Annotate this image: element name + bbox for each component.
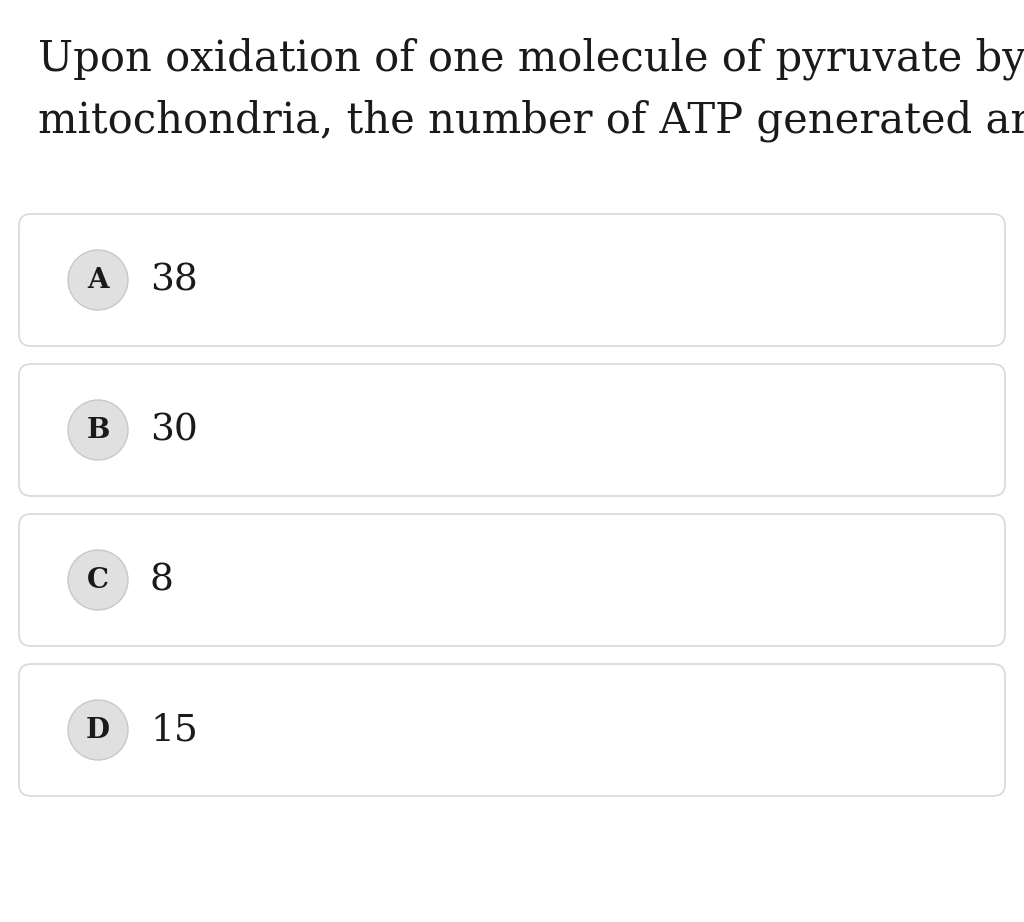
Circle shape bbox=[68, 250, 128, 310]
FancyBboxPatch shape bbox=[19, 514, 1005, 646]
FancyBboxPatch shape bbox=[19, 664, 1005, 796]
Text: B: B bbox=[86, 417, 110, 443]
Text: D: D bbox=[86, 716, 110, 743]
FancyBboxPatch shape bbox=[19, 364, 1005, 496]
Text: C: C bbox=[87, 566, 109, 594]
Text: Upon oxidation of one molecule of pyruvate by: Upon oxidation of one molecule of pyruva… bbox=[38, 38, 1024, 80]
Text: A: A bbox=[87, 266, 109, 293]
Text: 30: 30 bbox=[150, 412, 198, 448]
Circle shape bbox=[68, 700, 128, 760]
Circle shape bbox=[68, 550, 128, 610]
Circle shape bbox=[68, 400, 128, 460]
FancyBboxPatch shape bbox=[19, 214, 1005, 346]
Text: mitochondria, the number of ATP generated are: mitochondria, the number of ATP generate… bbox=[38, 100, 1024, 143]
Text: 38: 38 bbox=[150, 262, 198, 298]
Text: 8: 8 bbox=[150, 562, 174, 598]
Text: 15: 15 bbox=[150, 712, 198, 748]
